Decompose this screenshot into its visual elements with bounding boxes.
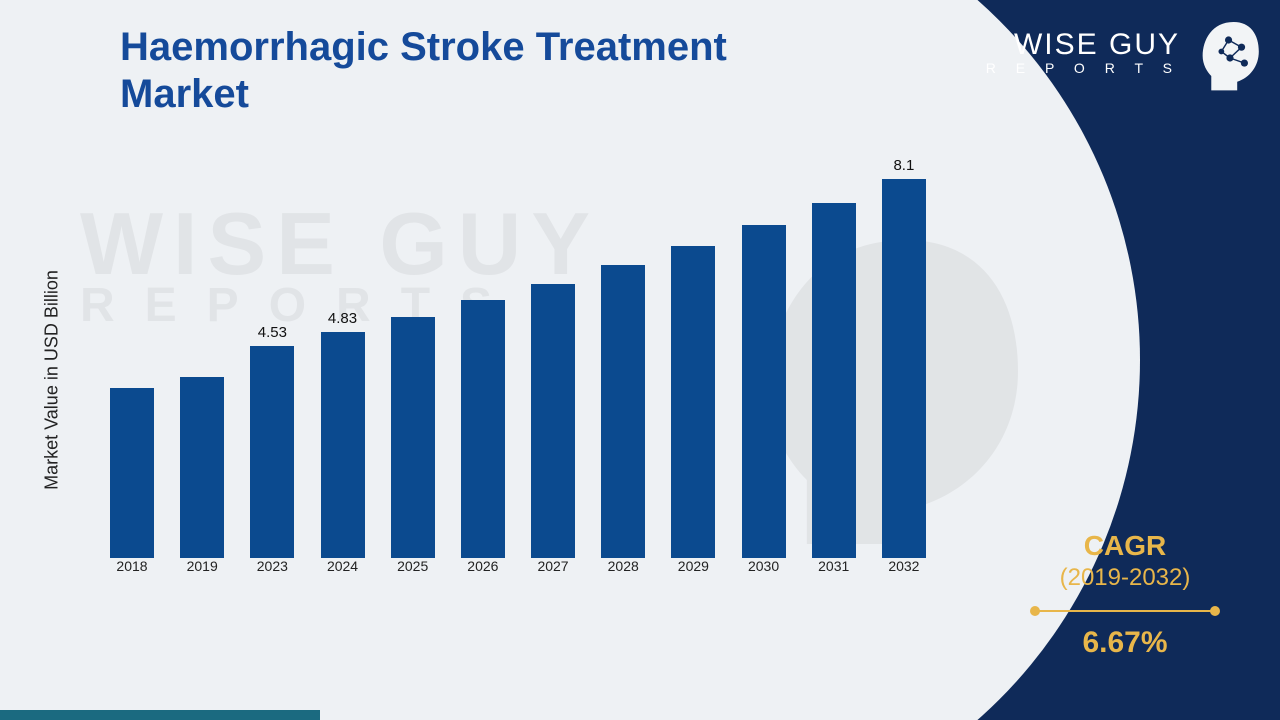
x-tick-label: 2028: [591, 558, 655, 580]
bar: [110, 388, 154, 558]
chart-title: Haemorrhagic Stroke Treatment Market: [120, 24, 760, 118]
bottom-accent-bar: [0, 710, 320, 720]
bar-slot: [100, 366, 164, 558]
bar-slot: [381, 295, 445, 558]
cagr-divider: [1035, 610, 1215, 612]
bar-slot: [661, 224, 725, 558]
cagr-box: CAGR (2019-2032) 6.67%: [1000, 530, 1250, 660]
y-axis-label: Market Value in USD Billion: [42, 270, 63, 490]
bar: [812, 203, 856, 558]
bar-slot: [521, 262, 585, 558]
x-tick-label: 2018: [100, 558, 164, 580]
x-tick-label: 2027: [521, 558, 585, 580]
bar: [180, 377, 224, 558]
cagr-value: 6.67%: [1000, 626, 1250, 660]
x-tick-label: 2019: [170, 558, 234, 580]
bar-slot: [591, 243, 655, 558]
bar-value-label: 4.53: [258, 324, 287, 342]
x-tick-label: 2026: [451, 558, 515, 580]
logo-main-text: WISE GUY: [986, 28, 1180, 62]
x-tick-label: 2029: [661, 558, 725, 580]
bar-slot: [732, 203, 796, 558]
bar: [461, 300, 505, 558]
bar-slot: 4.83: [311, 310, 375, 558]
bar: [882, 179, 926, 558]
bar-slot: 4.53: [240, 324, 304, 558]
x-tick-label: 2025: [381, 558, 445, 580]
bar-value-label: 8.1: [893, 157, 914, 175]
bar-slot: [802, 181, 866, 558]
bar: [391, 317, 435, 558]
bars-container: 4.53 4.83 8.1: [94, 160, 942, 558]
bar: [671, 246, 715, 558]
x-tick-label: 2030: [732, 558, 796, 580]
x-tick-label: 2031: [802, 558, 866, 580]
plot-region: 4.53 4.83 8.1 2018 2019 2023 2024 2025 2026 2027…: [94, 160, 942, 580]
bar: [601, 265, 645, 558]
cagr-period: (2019-2032): [1000, 564, 1250, 592]
x-tick-label: 2032: [872, 558, 936, 580]
chart-canvas: WISE GUY REPORTS Haemorrhagic Stroke Tre…: [0, 0, 1280, 720]
bar-slot: [451, 278, 515, 558]
x-tick-label: 2023: [240, 558, 304, 580]
bar-slot: [170, 355, 234, 558]
bar: [250, 346, 294, 558]
bar-value-label: 4.83: [328, 310, 357, 328]
bar: [742, 225, 786, 558]
cagr-title: CAGR: [1000, 530, 1250, 562]
bar-slot: 8.1: [872, 157, 936, 558]
chart-area: Market Value in USD Billion 4.534.838.1 …: [62, 160, 942, 600]
logo-sub-text: R E P O R T S: [986, 60, 1180, 76]
x-axis: 2018 2019 2023 2024 2025 2026 2027 2028 2029 2030…: [94, 558, 942, 580]
brand-logo: WISE GUY R E P O R T S: [986, 28, 1258, 76]
bar: [321, 332, 365, 558]
x-tick-label: 2024: [311, 558, 375, 580]
bar: [531, 284, 575, 558]
